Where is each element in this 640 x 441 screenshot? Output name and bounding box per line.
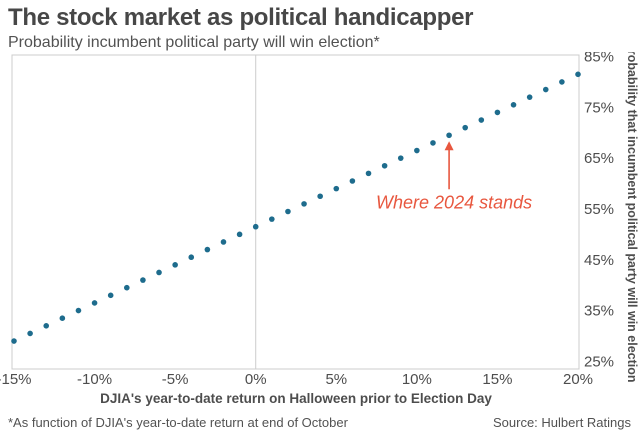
data-dot — [559, 79, 565, 85]
data-dot — [301, 201, 307, 207]
data-dot — [43, 323, 50, 329]
data-dot — [462, 124, 469, 131]
x-tick-label: 20% — [563, 371, 593, 388]
data-dot — [478, 117, 485, 123]
y-axis-title: Probability that incumbent political par… — [625, 52, 639, 383]
data-dot — [59, 315, 66, 321]
x-tick-label: 10% — [402, 371, 432, 388]
y-tick-label: 85% — [584, 52, 614, 66]
chart-header: The stock market as political handicappe… — [0, 0, 640, 52]
data-dot — [317, 193, 323, 200]
data-dot — [220, 239, 227, 245]
x-tick-label: 5% — [325, 371, 347, 388]
data-dot — [27, 330, 33, 337]
x-tick-label: 15% — [482, 371, 512, 388]
source-credit: Source: Hulbert Ratings — [492, 415, 631, 430]
data-dot — [542, 86, 549, 93]
y-tick-label: 35% — [584, 303, 614, 320]
x-axis-title: DJIA's year-to-date return on Halloween … — [100, 391, 492, 406]
data-dot — [75, 307, 82, 314]
annotation-arrowhead-icon — [444, 141, 454, 151]
data-dot — [91, 300, 98, 306]
x-tick-label: -5% — [162, 371, 189, 388]
data-dot — [11, 338, 17, 344]
chart-footer: *As function of DJIA's year-to-date retu… — [0, 412, 640, 430]
data-dot — [510, 101, 517, 108]
data-dot — [269, 216, 275, 222]
data-dot — [333, 185, 340, 192]
data-dot — [124, 284, 130, 291]
x-tick-label: 0% — [245, 371, 267, 388]
data-dot — [188, 254, 195, 261]
data-dot — [446, 132, 452, 139]
data-dot — [252, 223, 259, 230]
data-dot — [575, 71, 581, 78]
data-dot — [349, 178, 356, 184]
data-dot — [107, 292, 114, 299]
data-dot — [285, 208, 291, 215]
page-title: The stock market as political handicappe… — [8, 4, 474, 31]
y-tick-label: 65% — [584, 150, 614, 167]
data-dot — [430, 140, 436, 146]
data-dot — [397, 155, 404, 161]
footnote: *As function of DJIA's year-to-date retu… — [8, 415, 348, 430]
x-tick-label: -10% — [77, 371, 112, 388]
data-dot — [414, 147, 420, 154]
annotation-label: Where 2024 stands — [376, 192, 532, 212]
plot-border — [11, 54, 580, 370]
y-tick-label: 75% — [584, 99, 614, 116]
data-dot — [236, 231, 243, 238]
data-dot — [172, 262, 178, 268]
data-dot — [526, 94, 533, 100]
y-tick-label: 45% — [584, 252, 614, 269]
scatter-chart: 85% 75% 65% 55% 45% 35% 25% -15% -10% -5% 0% 5% 10% 1… — [0, 52, 639, 406]
data-dot — [365, 170, 372, 177]
data-dot — [381, 162, 388, 169]
x-tick-label: -15% — [0, 371, 32, 388]
page-subtitle: Probability incumbent political party wi… — [8, 34, 380, 51]
data-dot — [156, 269, 162, 276]
data-dot — [494, 109, 501, 116]
data-dot — [140, 277, 146, 283]
y-tick-label: 25% — [584, 353, 614, 370]
y-tick-label: 55% — [584, 201, 614, 218]
data-dot — [204, 246, 211, 253]
